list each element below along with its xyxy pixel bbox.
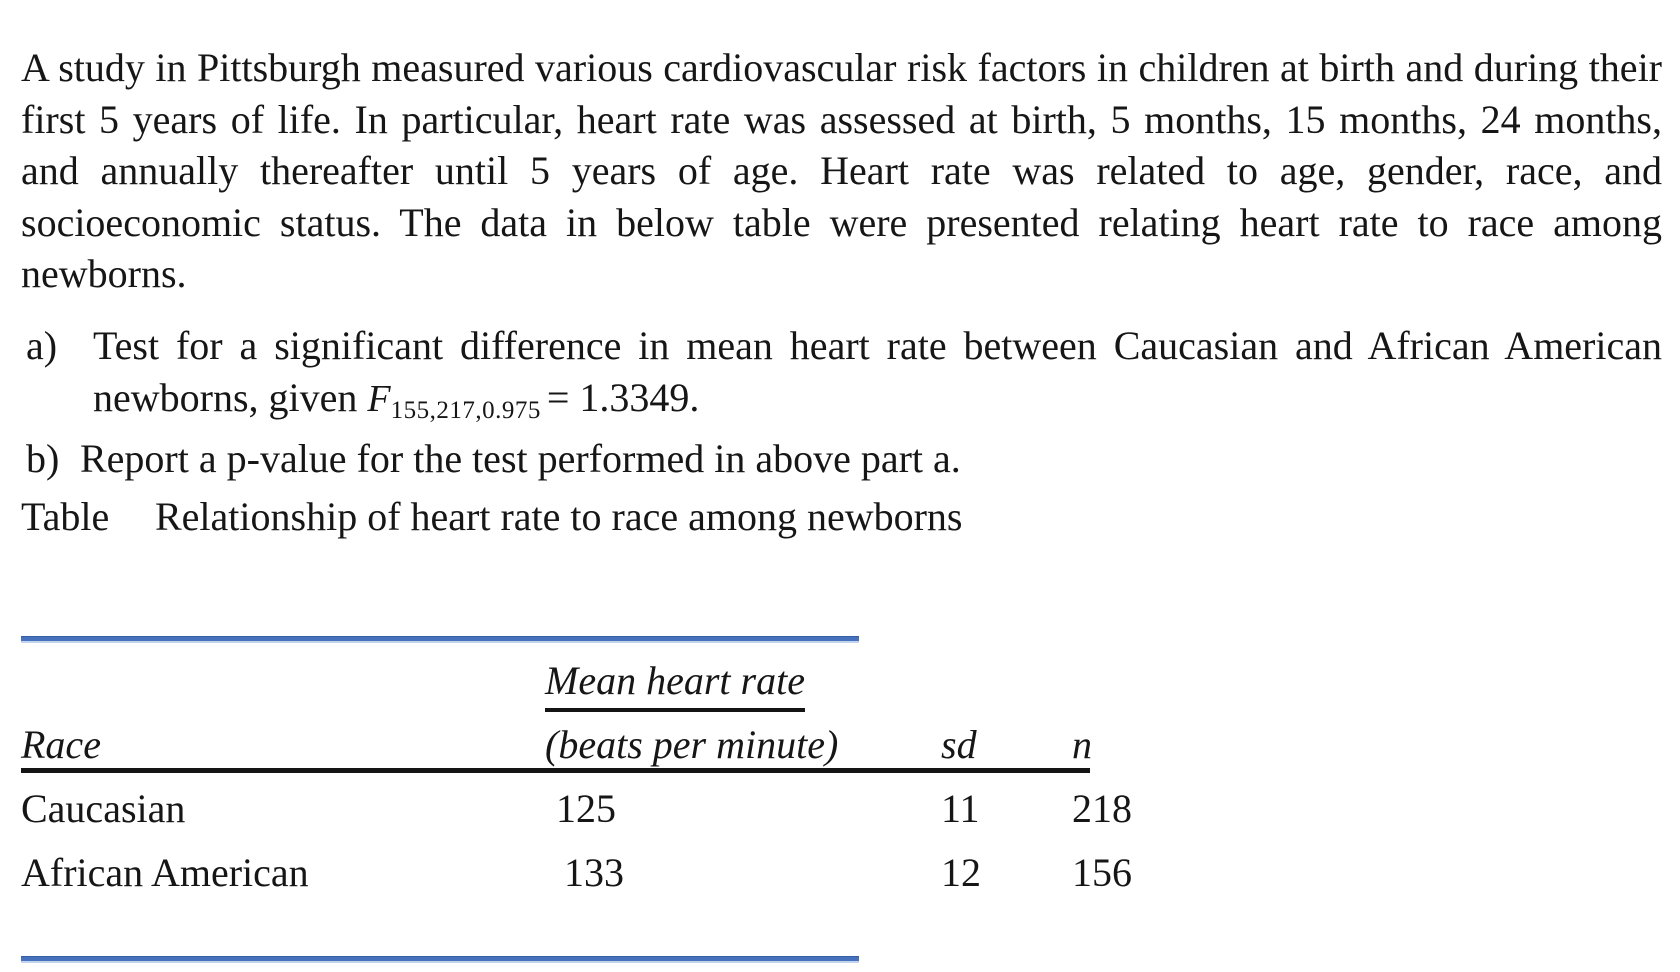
intro-paragraph: A study in Pittsburgh measured various c…: [21, 45, 1662, 296]
table-caption-label: Table: [21, 494, 110, 539]
question-a-body: Test for a significant difference in mea…: [93, 320, 1662, 425]
f-statistic-symbol: F: [367, 377, 391, 420]
row-caucasian-mean-hr: 125: [556, 786, 616, 831]
row-caucasian-sd: 11: [941, 786, 980, 831]
question-a-text: Test for a significant difference in mea…: [93, 323, 1662, 420]
table-caption: Table Relationship of heart rate to race …: [21, 494, 963, 540]
question-b-marker: b): [26, 436, 60, 481]
table-bottom-rule: [21, 956, 859, 963]
question-a: a) Test for a significant difference in …: [21, 320, 1662, 425]
row-african-american-mean-hr: 133: [564, 850, 624, 895]
table-header-rule: [21, 768, 1090, 773]
f-statistic-subscript: 155,217,0.975: [390, 396, 541, 424]
column-group-header-mean-heart-rate: Mean heart rate: [545, 658, 805, 712]
row-caucasian-n: 218: [1072, 786, 1132, 831]
table-top-rule: [21, 636, 859, 643]
column-header-sd: sd: [941, 722, 977, 767]
f-statistic-value: = 1.3349.: [546, 374, 700, 420]
column-header-race: Race: [21, 722, 101, 767]
question-b: b) Report a p-value for the test perform…: [21, 433, 1662, 485]
row-african-american-sd: 12: [941, 850, 981, 895]
column-header-beats-per-minute: (beats per minute): [545, 722, 839, 767]
question-a-marker: a): [26, 323, 58, 368]
column-header-n: n: [1072, 722, 1092, 767]
row-african-american-n: 156: [1072, 850, 1132, 895]
row-african-american-race: African American: [21, 850, 309, 895]
question-b-text: Report a p-value for the test performed …: [80, 436, 961, 481]
table-caption-title: Relationship of heart rate to race among…: [155, 494, 963, 539]
row-caucasian-race: Caucasian: [21, 786, 186, 831]
